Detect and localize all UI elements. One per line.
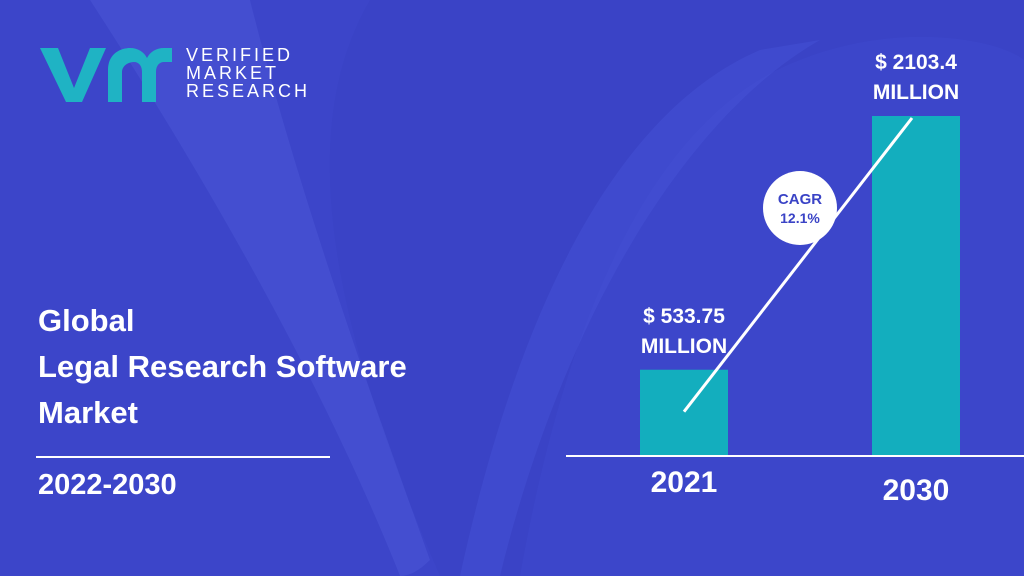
bar-2030: [872, 116, 960, 456]
cagr-value: 12.1%: [780, 209, 820, 226]
brand-line-3: RESEARCH: [186, 81, 311, 101]
title-line-3: Market: [38, 395, 138, 430]
growth-trend-line: [682, 117, 914, 413]
bar-value-amount: $ 533.75: [643, 304, 725, 328]
title-divider: [36, 456, 330, 458]
bar-value-label-2030: $ 2103.4 MILLION: [856, 48, 976, 108]
bar-value-unit: MILLION: [640, 334, 728, 358]
cagr-badge: CAGR 12.1%: [763, 171, 837, 245]
brand-line-1: VERIFIED: [186, 45, 294, 65]
title-line-1: Global: [38, 303, 135, 338]
brand-logo: VERIFIED MARKET RESEARCH: [36, 40, 310, 106]
bar-chart: [566, 116, 1024, 457]
forecast-period: 2022-2030: [38, 469, 177, 501]
bar-value-amount: $ 2103.4: [875, 51, 957, 74]
cagr-title: CAGR: [777, 190, 823, 208]
bar-value-unit: MILLION: [872, 81, 960, 104]
title-line-2: Legal Research Software: [38, 349, 407, 384]
vmr-logo-icon: [40, 48, 172, 102]
report-title: Global Legal Research Software Market: [38, 298, 407, 436]
x-tick-label-2030: 2030: [882, 474, 950, 507]
bar-value-label-2021: $ 533.75 MILLION: [624, 302, 744, 362]
x-tick-label-2021: 2021: [650, 466, 718, 499]
bar-2021: [640, 369, 728, 456]
brand-line-2: MARKET: [186, 63, 280, 83]
brand-name: VERIFIED MARKET RESEARCH: [186, 46, 310, 100]
